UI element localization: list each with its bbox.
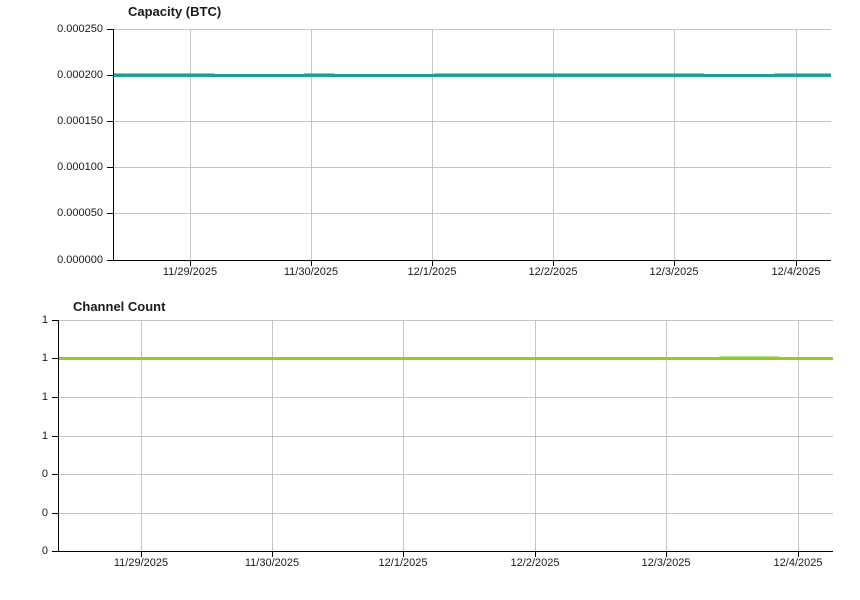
gridline-vertical (666, 320, 667, 551)
gridline-horizontal (114, 121, 831, 122)
gridline-horizontal (59, 474, 833, 475)
capacity-y-tick-label: 0.000050 (57, 207, 103, 219)
capacity-chart-title: Capacity (BTC) (128, 4, 222, 19)
capacity-x-tick (674, 261, 675, 266)
capacity-x-tick-label: 12/2/2025 (528, 266, 578, 278)
gridline-vertical (796, 29, 797, 260)
channel-count-x-tick-label: 12/3/2025 (641, 557, 691, 569)
gridline-vertical (674, 29, 675, 260)
channel-count-y-tick (52, 513, 58, 514)
capacity-y-axis-line (113, 29, 114, 261)
channel-count-x-tick-label: 12/4/2025 (773, 557, 823, 569)
capacity-x-tick-label: 12/3/2025 (649, 266, 699, 278)
channel-count-y-tick-label: 0 (41, 507, 48, 519)
capacity-y-tick (107, 75, 113, 76)
channel-count-x-tick-label: 12/1/2025 (378, 557, 428, 569)
channel-count-chart-title: Channel Count (73, 299, 166, 314)
capacity-x-axis-line (113, 260, 831, 261)
gridline-horizontal (59, 320, 833, 321)
channel-count-y-tick (52, 474, 58, 475)
capacity-y-tick (107, 29, 113, 30)
capacity-x-tick-label: 12/1/2025 (407, 266, 457, 278)
gridline-horizontal (59, 436, 833, 437)
gridline-horizontal (59, 513, 833, 514)
capacity-y-tick-label: 0.000250 (57, 23, 103, 35)
gridline-vertical (190, 29, 191, 260)
capacity-chart-panel: Capacity (BTC) 0.000250 0.000200 0.00015… (0, 0, 860, 290)
channel-count-series-line (59, 357, 833, 360)
gridline-vertical (553, 29, 554, 260)
channel-count-y-tick (52, 397, 58, 398)
channel-count-y-tick-label: 1 (41, 430, 48, 442)
capacity-x-tick (432, 261, 433, 266)
capacity-series-noise (774, 73, 831, 74)
capacity-y-tick-label: 0.000100 (57, 161, 103, 173)
channel-count-y-tick (52, 551, 58, 552)
channel-count-x-tick-label: 11/29/2025 (113, 557, 169, 569)
channel-count-x-tick (798, 552, 799, 557)
channel-count-x-axis-line (58, 551, 833, 552)
channel-count-x-tick (403, 552, 404, 557)
capacity-x-tick-label: 12/4/2025 (771, 266, 821, 278)
channel-count-x-tick-label: 12/2/2025 (510, 557, 560, 569)
channel-count-y-tick (52, 436, 58, 437)
gridline-vertical (141, 320, 142, 551)
capacity-y-tick-label: 0.000200 (57, 69, 103, 81)
capacity-y-tick (107, 260, 113, 261)
channel-count-series-noise (719, 356, 779, 357)
gridline-horizontal (59, 397, 833, 398)
channel-count-y-tick-label: 1 (41, 314, 48, 326)
gridline-vertical (798, 320, 799, 551)
gridline-vertical (272, 320, 273, 551)
capacity-series-noise (114, 73, 214, 74)
gridline-vertical (432, 29, 433, 260)
channel-count-x-tick (535, 552, 536, 557)
capacity-x-tick (796, 261, 797, 266)
channel-count-x-tick-label: 11/30/2025 (244, 557, 300, 569)
gridline-horizontal (114, 213, 831, 214)
channel-count-y-tick (52, 320, 58, 321)
capacity-x-tick (553, 261, 554, 266)
channel-count-chart-panel: Channel Count 1 1 1 1 0 0 0 11/29/ (0, 290, 860, 600)
channel-count-y-tick (52, 358, 58, 359)
capacity-x-tick (190, 261, 191, 266)
capacity-y-tick-label: 0.000000 (57, 254, 103, 266)
capacity-y-tick (107, 167, 113, 168)
channel-count-y-tick-label: 0 (41, 545, 48, 557)
capacity-y-tick (107, 213, 113, 214)
channel-count-x-tick (666, 552, 667, 557)
gridline-horizontal (114, 29, 831, 30)
capacity-series-noise (434, 73, 704, 74)
capacity-x-tick (311, 261, 312, 266)
gridline-vertical (403, 320, 404, 551)
channel-count-y-tick-label: 1 (41, 352, 48, 364)
channel-count-x-tick (141, 552, 142, 557)
gridline-horizontal (114, 167, 831, 168)
channel-count-x-tick (272, 552, 273, 557)
capacity-x-tick-label: 11/29/2025 (162, 266, 218, 278)
channel-count-y-tick-label: 0 (41, 468, 48, 480)
channel-count-y-axis-line (58, 320, 59, 552)
capacity-series-noise (304, 73, 334, 74)
channel-count-y-tick-label: 1 (41, 391, 48, 403)
gridline-vertical (535, 320, 536, 551)
capacity-y-tick-label: 0.000150 (57, 115, 103, 127)
capacity-plot-area (114, 29, 831, 260)
capacity-series-line (114, 74, 831, 77)
channel-count-plot-area (59, 320, 833, 551)
capacity-x-tick-label: 11/30/2025 (283, 266, 339, 278)
gridline-vertical (311, 29, 312, 260)
capacity-y-tick (107, 121, 113, 122)
